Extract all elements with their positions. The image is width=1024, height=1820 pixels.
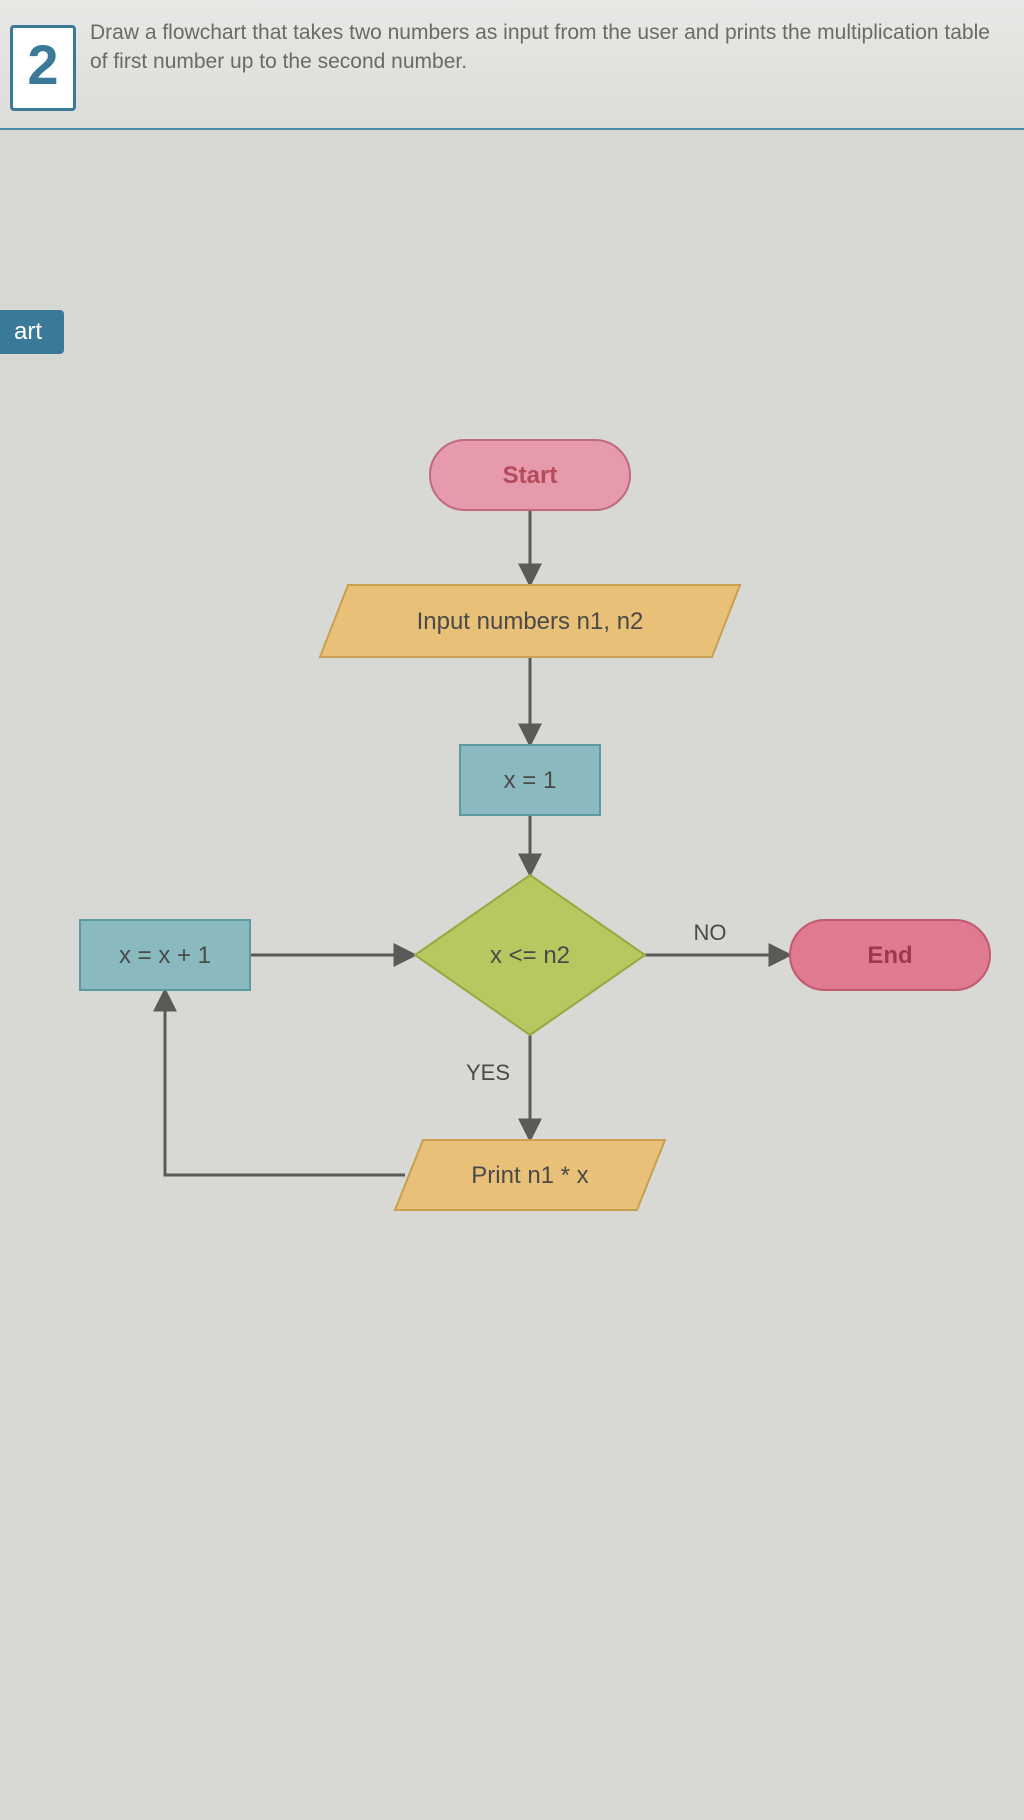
question-text: Draw a flowchart that takes two numbers … xyxy=(90,10,994,77)
flow-edge xyxy=(165,990,405,1175)
flow-edge-label: YES xyxy=(466,1060,510,1085)
side-tab: art xyxy=(0,310,64,354)
flow-edge-label: NO xyxy=(694,920,727,945)
flow-node-decision: x <= n2 xyxy=(415,875,645,1035)
flow-node-label: Start xyxy=(503,462,558,489)
flow-node-inc: x = x + 1 xyxy=(80,920,250,990)
question-header: 2 Draw a flowchart that takes two number… xyxy=(0,0,1024,130)
flow-node-print: Print n1 * x xyxy=(395,1140,665,1210)
flow-node-label: Input numbers n1, n2 xyxy=(417,608,644,635)
flow-node-start: Start xyxy=(430,440,630,510)
question-number: 2 xyxy=(10,25,76,111)
flow-node-init: x = 1 xyxy=(460,745,600,815)
flow-node-label: Print n1 * x xyxy=(471,1162,588,1189)
flow-node-input: Input numbers n1, n2 xyxy=(320,585,740,657)
flow-node-label: x <= n2 xyxy=(490,942,570,969)
flow-node-end: End xyxy=(790,920,990,990)
flow-node-label: End xyxy=(867,942,912,969)
flow-node-label: x = x + 1 xyxy=(119,942,211,969)
flow-node-label: x = 1 xyxy=(504,767,557,794)
flowchart: Start Input numbers n1, n2 x = 1 x <= n2 x =… xyxy=(0,400,1024,1400)
